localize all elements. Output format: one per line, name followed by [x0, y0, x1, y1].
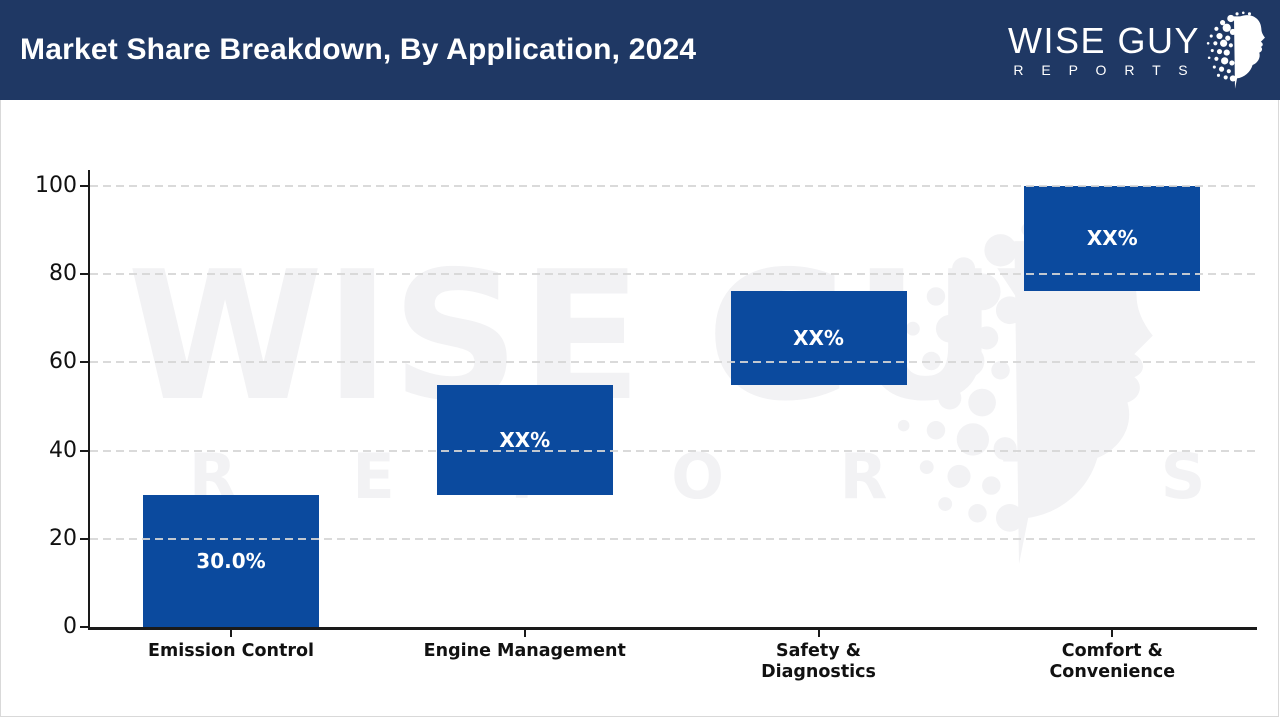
bar-value-label: 30.0%	[196, 548, 266, 573]
bars: 30.0% XX% XX% XX%	[1, 100, 1278, 716]
logo-text: WISE GUY R E P O R T S	[1007, 19, 1200, 78]
page-title: Market Share Breakdown, By Application, …	[20, 33, 697, 66]
logo-reports: R E P O R T S	[1013, 61, 1195, 78]
logo-face-icon	[1204, 9, 1266, 91]
bar-engine-management: XX%	[436, 385, 613, 495]
chart-panel: WISE GUY R E P O R T S 30.0% XX% XX% XX%	[0, 100, 1279, 717]
bar-safety-diagnostics: XX%	[730, 290, 907, 386]
wise-guy-logo: WISE GUY R E P O R T S	[1008, 9, 1280, 91]
bar-value-label: XX%	[499, 428, 551, 452]
bar-emission-control: 30.0%	[143, 494, 319, 627]
bar-comfort-convenience: XX%	[1024, 186, 1201, 291]
header: Market Share Breakdown, By Application, …	[0, 0, 1280, 100]
logo-name: WISE GUY	[1007, 19, 1200, 61]
bar-value-label: XX%	[793, 325, 844, 350]
bar-value-label: XX%	[1086, 226, 1138, 251]
